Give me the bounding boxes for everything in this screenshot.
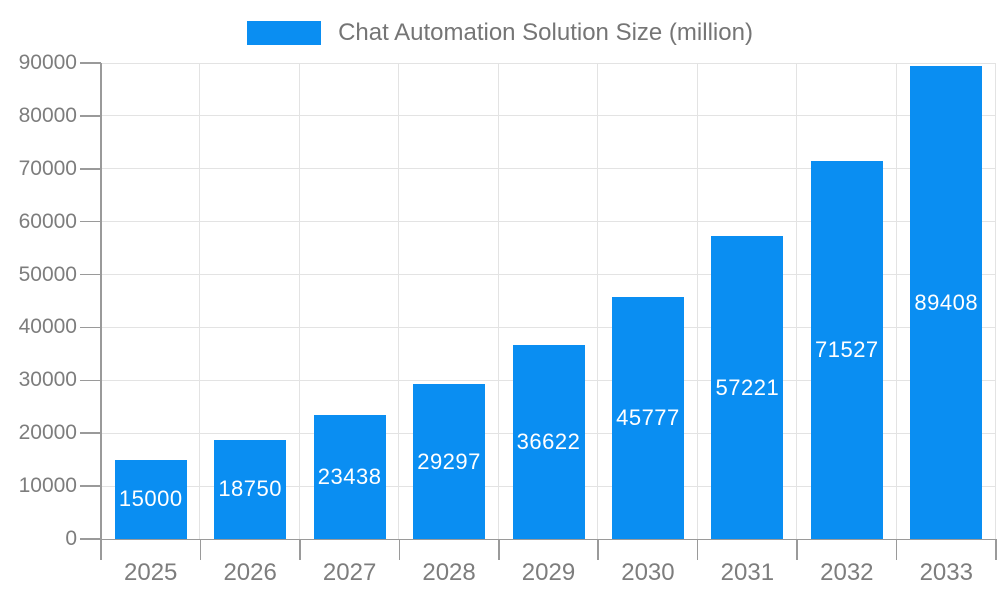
bar-2029: 36622	[512, 345, 585, 539]
x-axis-tick	[498, 539, 500, 560]
x-axis-tick	[796, 539, 798, 560]
gridline-horizontal	[101, 274, 996, 276]
gridline-horizontal	[101, 115, 996, 117]
x-axis-tick	[398, 539, 401, 560]
bar-value-label: 23438	[317, 464, 382, 489]
plot-area: 15000 18750 23438 29297 36622 45777 57221 71527…	[101, 62, 996, 539]
bar-value-label: 36622	[516, 429, 581, 455]
x-axis-tick	[995, 539, 997, 560]
legend-swatch-icon	[247, 21, 322, 45]
y-axis-tick	[80, 432, 101, 434]
legend-item[interactable]: Chat Automation Solution Size (million)	[247, 19, 753, 47]
bar-value-label: 45777	[616, 404, 680, 430]
bar-2032: 71527	[810, 160, 883, 539]
bar-2025: 15000	[114, 459, 187, 539]
y-axis-tick-label: 30000	[18, 368, 77, 392]
legend: Chat Automation Solution Size (million)	[0, 19, 1000, 47]
gridline-vertical	[796, 63, 798, 539]
y-axis-tick	[80, 115, 101, 117]
y-axis-tick-label: 90000	[18, 51, 77, 74]
gridline-vertical	[497, 63, 499, 539]
y-axis-tick	[80, 62, 101, 64]
x-axis-tick	[100, 539, 102, 560]
bar-value-label: 89408	[914, 289, 979, 315]
gridline-vertical	[398, 63, 400, 539]
x-axis-tick-label: 2033	[919, 559, 973, 586]
y-axis-tick-label: 40000	[18, 315, 77, 339]
x-axis-tick	[199, 539, 202, 560]
y-axis-tick	[80, 379, 101, 382]
y-axis-tick	[80, 168, 101, 170]
y-axis-tick-label: 10000	[18, 474, 77, 498]
x-axis-tick-label: 2026	[223, 559, 277, 586]
x-axis-tick-label: 2027	[322, 559, 377, 586]
bar-2030: 45777	[611, 296, 684, 539]
bar-value-label: 18750	[218, 476, 282, 502]
y-axis-tick-label: 80000	[18, 103, 77, 127]
y-axis-tick-label: 50000	[18, 262, 77, 286]
x-axis-tick	[299, 539, 301, 560]
x-axis-tick-label: 2031	[720, 559, 775, 586]
x-axis-tick-label: 2028	[422, 559, 476, 586]
x-axis-line	[101, 538, 996, 540]
bar-2026: 18750	[214, 439, 287, 539]
y-axis-tick	[80, 273, 101, 276]
y-axis-tick	[80, 538, 101, 540]
bar-2027: 23438	[313, 415, 386, 539]
x-axis-tick	[597, 539, 599, 560]
gridline-horizontal	[101, 221, 996, 223]
x-axis-tick-label: 2032	[820, 559, 874, 586]
gridline-vertical	[895, 63, 897, 539]
y-axis-tick-label: 20000	[18, 421, 77, 445]
y-axis-tick	[80, 220, 101, 223]
x-axis-tick-label: 2030	[621, 559, 675, 586]
gridline-vertical	[696, 63, 698, 539]
gridline-vertical	[298, 63, 300, 539]
y-axis-tick	[80, 326, 101, 329]
gridline-horizontal	[101, 62, 996, 64]
x-axis-tick	[895, 539, 898, 560]
x-axis-tick	[696, 539, 699, 560]
y-axis-tick-label: 0	[65, 527, 77, 550]
gridline-vertical	[199, 63, 201, 539]
legend-label: Chat Automation Solution Size (million)	[338, 19, 753, 46]
x-axis-tick-label: 2025	[124, 559, 178, 586]
bar-value-label: 29297	[417, 448, 481, 474]
y-axis-tick-label: 60000	[18, 209, 77, 233]
bar-value-label: 71527	[814, 336, 879, 362]
y-axis-tick-label: 70000	[18, 156, 77, 180]
y-axis-line	[100, 63, 102, 540]
bar-value-label: 57221	[715, 374, 780, 400]
x-axis-tick-label: 2029	[521, 559, 576, 586]
bar-2031: 57221	[711, 236, 784, 539]
gridline-horizontal	[101, 168, 996, 170]
y-axis-tick	[80, 485, 101, 487]
gridline-horizontal	[101, 326, 996, 328]
gridline-vertical	[597, 63, 599, 539]
bar-2028: 29297	[413, 384, 486, 539]
gridline-vertical	[995, 63, 996, 539]
bar-2033: 89408	[910, 66, 983, 539]
bar-value-label: 15000	[118, 486, 183, 512]
